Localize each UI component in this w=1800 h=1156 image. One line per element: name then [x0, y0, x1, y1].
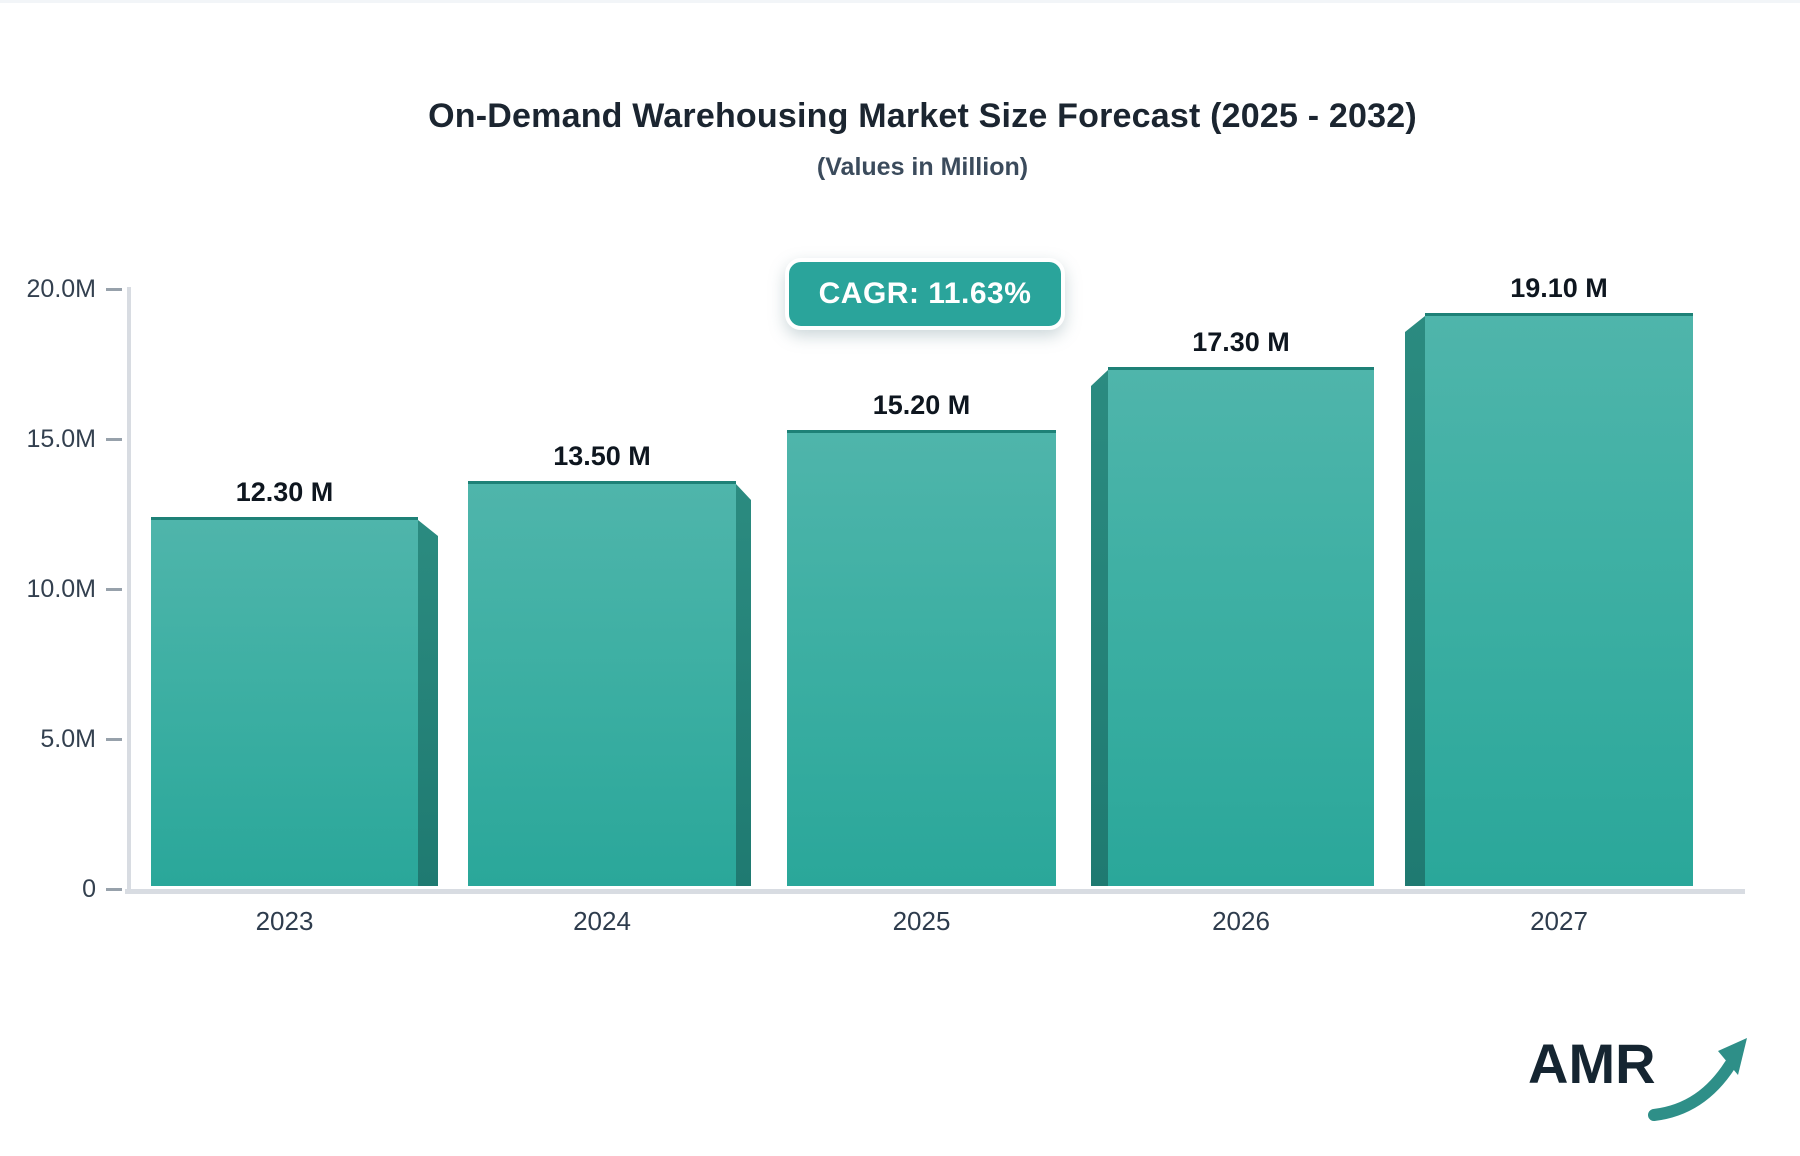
- x-tick-label-2024: 2024: [573, 906, 631, 936]
- bar-group-2024: 13.50 M: [468, 441, 751, 886]
- bar-value-label: 15.20 M: [872, 390, 971, 420]
- bar-side-shadow: [1405, 316, 1425, 886]
- tick-mark: [106, 737, 122, 741]
- x-tick-label-2025: 2025: [892, 906, 951, 936]
- bar-2026: [1091, 367, 1374, 886]
- y-tick-label: 5.0M: [40, 725, 96, 753]
- y-tick-15m: 15.0M: [0, 424, 122, 454]
- bar-side-shadow: [418, 520, 438, 886]
- bar-2027: [1405, 313, 1693, 886]
- bar-group-2027: 19.10 M: [1405, 273, 1693, 886]
- bar-side-shadow: [1091, 370, 1108, 886]
- x-axis-line: [125, 889, 1745, 894]
- y-tick-0: 0: [0, 874, 122, 904]
- growth-arrow-icon: [1647, 1038, 1747, 1121]
- tick-mark: [106, 887, 122, 891]
- bar-side-shadow: [736, 484, 751, 886]
- chart-title: On-Demand Warehousing Market Size Foreca…: [428, 97, 1417, 135]
- y-tick-10m: 10.0M: [0, 574, 122, 604]
- y-tick-5m: 5.0M: [0, 724, 122, 754]
- bar-group-2023: 12.30 M: [151, 477, 438, 886]
- bar-group-2026: 17.30 M: [1091, 327, 1374, 886]
- y-tick-label: 15.0M: [26, 425, 96, 453]
- y-tick-label: 20.0M: [26, 275, 96, 303]
- tick-mark: [106, 587, 122, 591]
- x-tick-label-2027: 2027: [1530, 906, 1588, 936]
- bar-2024: [468, 481, 751, 886]
- cagr-badge: CAGR: 11.63%: [785, 258, 1065, 330]
- bar-value-label: 12.30 M: [235, 477, 334, 507]
- bar-2023: [151, 517, 438, 886]
- y-axis-line: [127, 287, 131, 894]
- tick-mark: [106, 287, 122, 291]
- bar-value-label: 19.10 M: [1510, 273, 1608, 303]
- bar-2025: [787, 430, 1056, 886]
- x-tick-label-2023: 2023: [255, 906, 314, 936]
- amr-logo-text: AMR: [1528, 1032, 1656, 1095]
- chart-subtitle: (Values in Million): [816, 153, 1029, 181]
- bar-group-2025: 15.20 M: [787, 390, 1056, 886]
- y-tick-label: 10.0M: [26, 575, 96, 603]
- tick-mark: [106, 437, 122, 441]
- amr-logo: AMR: [1528, 1033, 1748, 1125]
- cagr-badge-label: CAGR: 11.63%: [818, 277, 1032, 310]
- y-tick-20m: 20.0M: [0, 274, 122, 304]
- bar-value-label: 17.30 M: [1192, 327, 1290, 357]
- x-tick-label-2026: 2026: [1212, 906, 1270, 936]
- y-tick-label: 0: [82, 875, 96, 903]
- bar-value-label: 13.50 M: [553, 441, 651, 471]
